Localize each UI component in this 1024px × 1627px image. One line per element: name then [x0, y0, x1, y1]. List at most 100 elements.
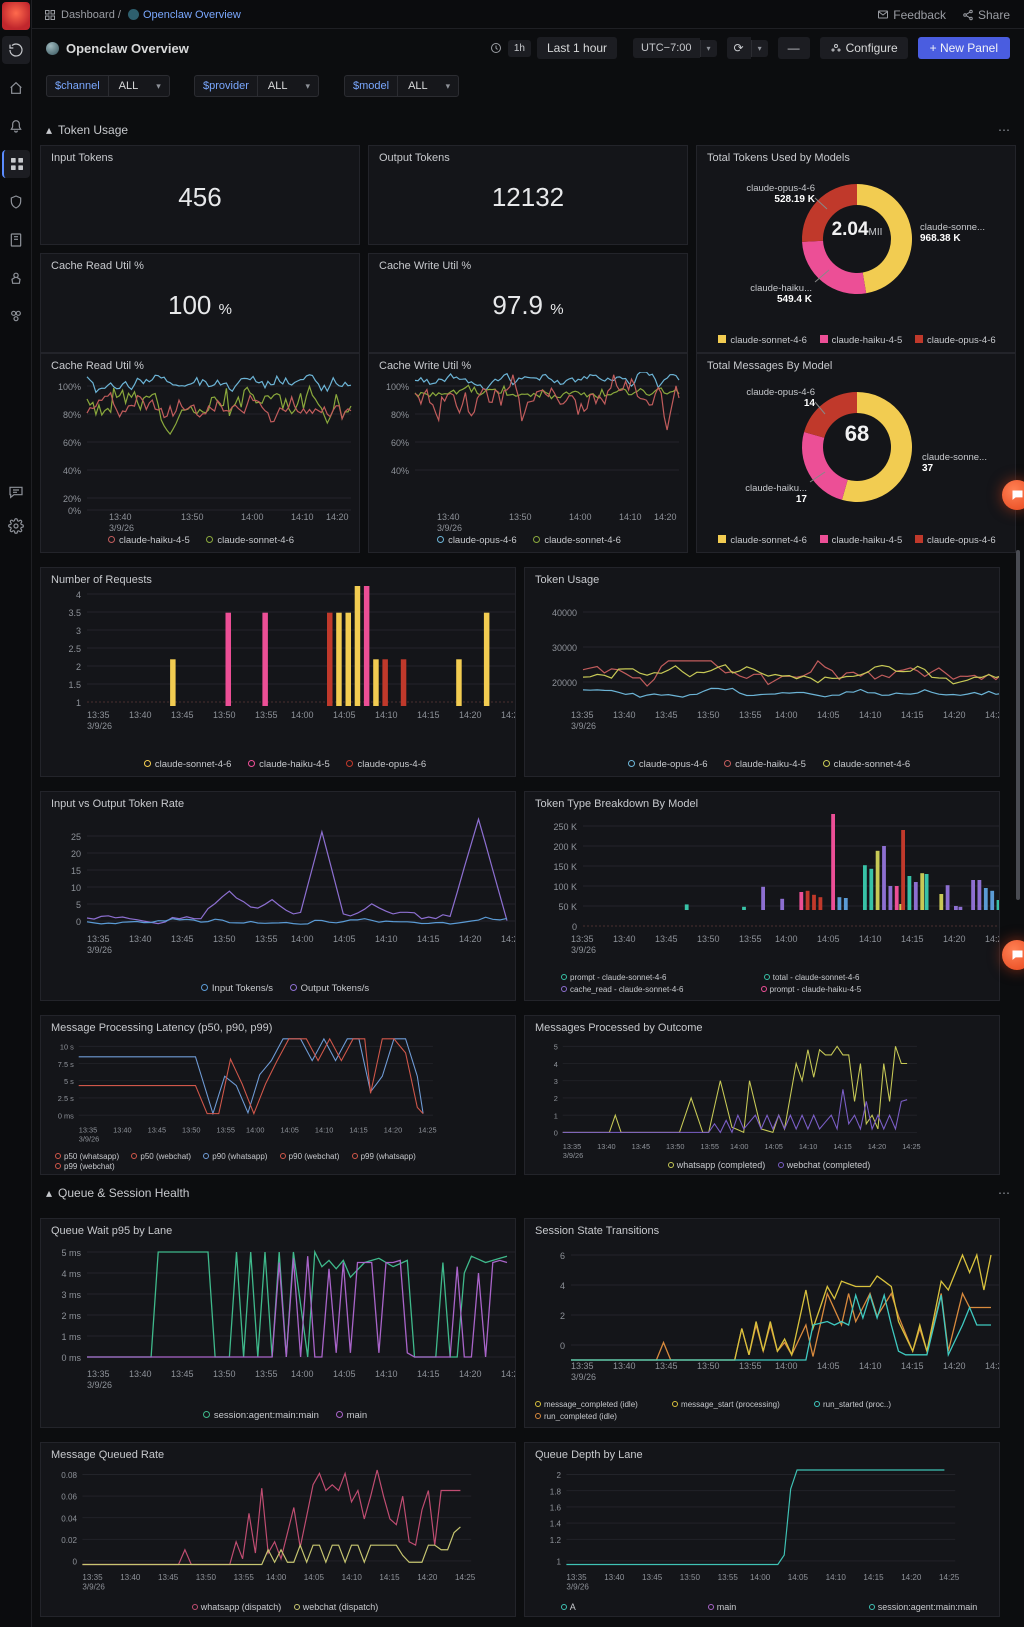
- svg-text:14:20: 14:20: [417, 1573, 438, 1582]
- svg-text:3/9/26: 3/9/26: [109, 523, 134, 533]
- svg-text:13:45: 13:45: [655, 710, 678, 720]
- svg-text:13:35: 13:35: [571, 1361, 594, 1371]
- svg-text:30000: 30000: [552, 643, 577, 653]
- svg-text:claude-haiku...: claude-haiku...: [745, 483, 807, 494]
- svg-text:13:45: 13:45: [158, 1573, 179, 1582]
- svg-text:14:10: 14:10: [799, 1142, 817, 1151]
- svg-text:13:50: 13:50: [213, 934, 236, 944]
- svg-text:14:05: 14:05: [817, 710, 840, 720]
- svg-text:13:45: 13:45: [148, 1125, 166, 1134]
- svg-text:14:10: 14:10: [315, 1125, 333, 1134]
- svg-text:14:00: 14:00: [266, 1573, 287, 1582]
- svg-text:2: 2: [554, 1094, 558, 1103]
- svg-text:250 K: 250 K: [553, 822, 577, 832]
- svg-text:14:05: 14:05: [333, 710, 356, 720]
- svg-text:13:45: 13:45: [171, 934, 194, 944]
- svg-text:14:15: 14:15: [863, 1573, 884, 1582]
- svg-text:claude-opus-4-6: claude-opus-4-6: [746, 183, 815, 194]
- svg-text:3/9/26: 3/9/26: [87, 721, 112, 731]
- svg-text:1.2: 1.2: [550, 1536, 562, 1545]
- svg-text:1: 1: [76, 698, 81, 708]
- svg-text:13:55: 13:55: [255, 710, 278, 720]
- svg-text:0.08: 0.08: [61, 1471, 77, 1480]
- svg-text:3/9/26: 3/9/26: [563, 1151, 584, 1160]
- svg-text:14:25: 14:25: [501, 710, 516, 720]
- svg-text:13:55: 13:55: [255, 1369, 278, 1379]
- svg-text:14:20: 14:20: [943, 710, 966, 720]
- svg-text:14:00: 14:00: [291, 934, 314, 944]
- svg-text:14:05: 14:05: [304, 1573, 325, 1582]
- svg-text:2 ms: 2 ms: [61, 1311, 81, 1321]
- svg-text:13:50: 13:50: [680, 1573, 701, 1582]
- svg-text:1.6: 1.6: [550, 1504, 562, 1513]
- svg-text:13:50: 13:50: [196, 1573, 217, 1582]
- svg-text:13:45: 13:45: [171, 1369, 194, 1379]
- svg-text:14:10: 14:10: [375, 1369, 398, 1379]
- svg-text:14:25: 14:25: [501, 1369, 516, 1379]
- svg-text:13:55: 13:55: [234, 1573, 255, 1582]
- svg-text:2.04MII: 2.04MII: [832, 219, 883, 240]
- svg-text:13:40: 13:40: [129, 934, 152, 944]
- svg-text:13:40: 13:40: [613, 710, 636, 720]
- svg-text:3/9/26: 3/9/26: [571, 945, 596, 955]
- svg-text:528.19 K: 528.19 K: [774, 194, 815, 205]
- svg-text:3/9/26: 3/9/26: [87, 945, 112, 955]
- svg-text:50 K: 50 K: [558, 902, 577, 912]
- svg-text:37: 37: [922, 463, 934, 474]
- svg-text:14:15: 14:15: [417, 710, 440, 720]
- svg-text:14:15: 14:15: [901, 934, 924, 944]
- svg-text:1.5: 1.5: [68, 680, 81, 690]
- svg-text:14:10: 14:10: [375, 934, 398, 944]
- svg-text:13:55: 13:55: [216, 1125, 234, 1134]
- svg-text:3/9/26: 3/9/26: [571, 1372, 596, 1382]
- svg-text:14:05: 14:05: [764, 1142, 782, 1151]
- svg-text:150 K: 150 K: [553, 862, 577, 872]
- svg-text:14:25: 14:25: [939, 1573, 960, 1582]
- svg-text:0 ms: 0 ms: [58, 1111, 74, 1120]
- svg-text:14:05: 14:05: [333, 934, 356, 944]
- svg-text:14:10: 14:10: [619, 512, 642, 522]
- svg-text:14:05: 14:05: [333, 1369, 356, 1379]
- svg-text:14:20: 14:20: [943, 1361, 966, 1371]
- svg-text:0.06: 0.06: [61, 1493, 77, 1502]
- svg-text:60%: 60%: [63, 438, 81, 448]
- svg-text:14:00: 14:00: [246, 1125, 264, 1134]
- svg-text:13:50: 13:50: [509, 512, 532, 522]
- svg-text:3/9/26: 3/9/26: [79, 1134, 100, 1143]
- svg-text:68: 68: [845, 421, 869, 446]
- svg-text:100%: 100%: [58, 382, 81, 392]
- svg-text:14:05: 14:05: [817, 934, 840, 944]
- svg-text:14:20: 14:20: [901, 1573, 922, 1582]
- svg-text:14:15: 14:15: [379, 1573, 400, 1582]
- svg-text:14:15: 14:15: [833, 1142, 851, 1151]
- svg-text:13:45: 13:45: [655, 1361, 678, 1371]
- svg-text:claude-sonne...: claude-sonne...: [922, 452, 987, 463]
- svg-text:14:20: 14:20: [384, 1125, 402, 1134]
- svg-text:14:00: 14:00: [569, 512, 592, 522]
- svg-text:14:15: 14:15: [901, 710, 924, 720]
- svg-text:13:55: 13:55: [739, 934, 762, 944]
- svg-text:14:00: 14:00: [730, 1142, 748, 1151]
- svg-text:13:40: 13:40: [129, 1369, 152, 1379]
- svg-text:10 s: 10 s: [60, 1043, 74, 1052]
- svg-text:13:40: 13:40: [129, 710, 152, 720]
- svg-text:13:50: 13:50: [213, 1369, 236, 1379]
- svg-text:14:00: 14:00: [241, 512, 264, 522]
- svg-text:14:00: 14:00: [775, 1361, 798, 1371]
- svg-text:14: 14: [804, 398, 816, 409]
- svg-text:14:10: 14:10: [859, 710, 882, 720]
- svg-text:3/9/26: 3/9/26: [82, 1583, 105, 1592]
- svg-text:1: 1: [557, 1558, 562, 1567]
- svg-text:200 K: 200 K: [553, 842, 577, 852]
- svg-text:13:55: 13:55: [700, 1142, 718, 1151]
- svg-text:14:20: 14:20: [459, 1369, 482, 1379]
- svg-text:13:50: 13:50: [182, 1125, 200, 1134]
- svg-text:13:40: 13:40: [613, 934, 636, 944]
- svg-text:14:00: 14:00: [775, 934, 798, 944]
- svg-text:14:25: 14:25: [985, 934, 1000, 944]
- svg-text:13:40: 13:40: [113, 1125, 131, 1134]
- svg-text:4: 4: [554, 1060, 558, 1069]
- svg-text:14:20: 14:20: [326, 512, 349, 522]
- svg-text:14:00: 14:00: [750, 1573, 771, 1582]
- svg-text:13:45: 13:45: [171, 710, 194, 720]
